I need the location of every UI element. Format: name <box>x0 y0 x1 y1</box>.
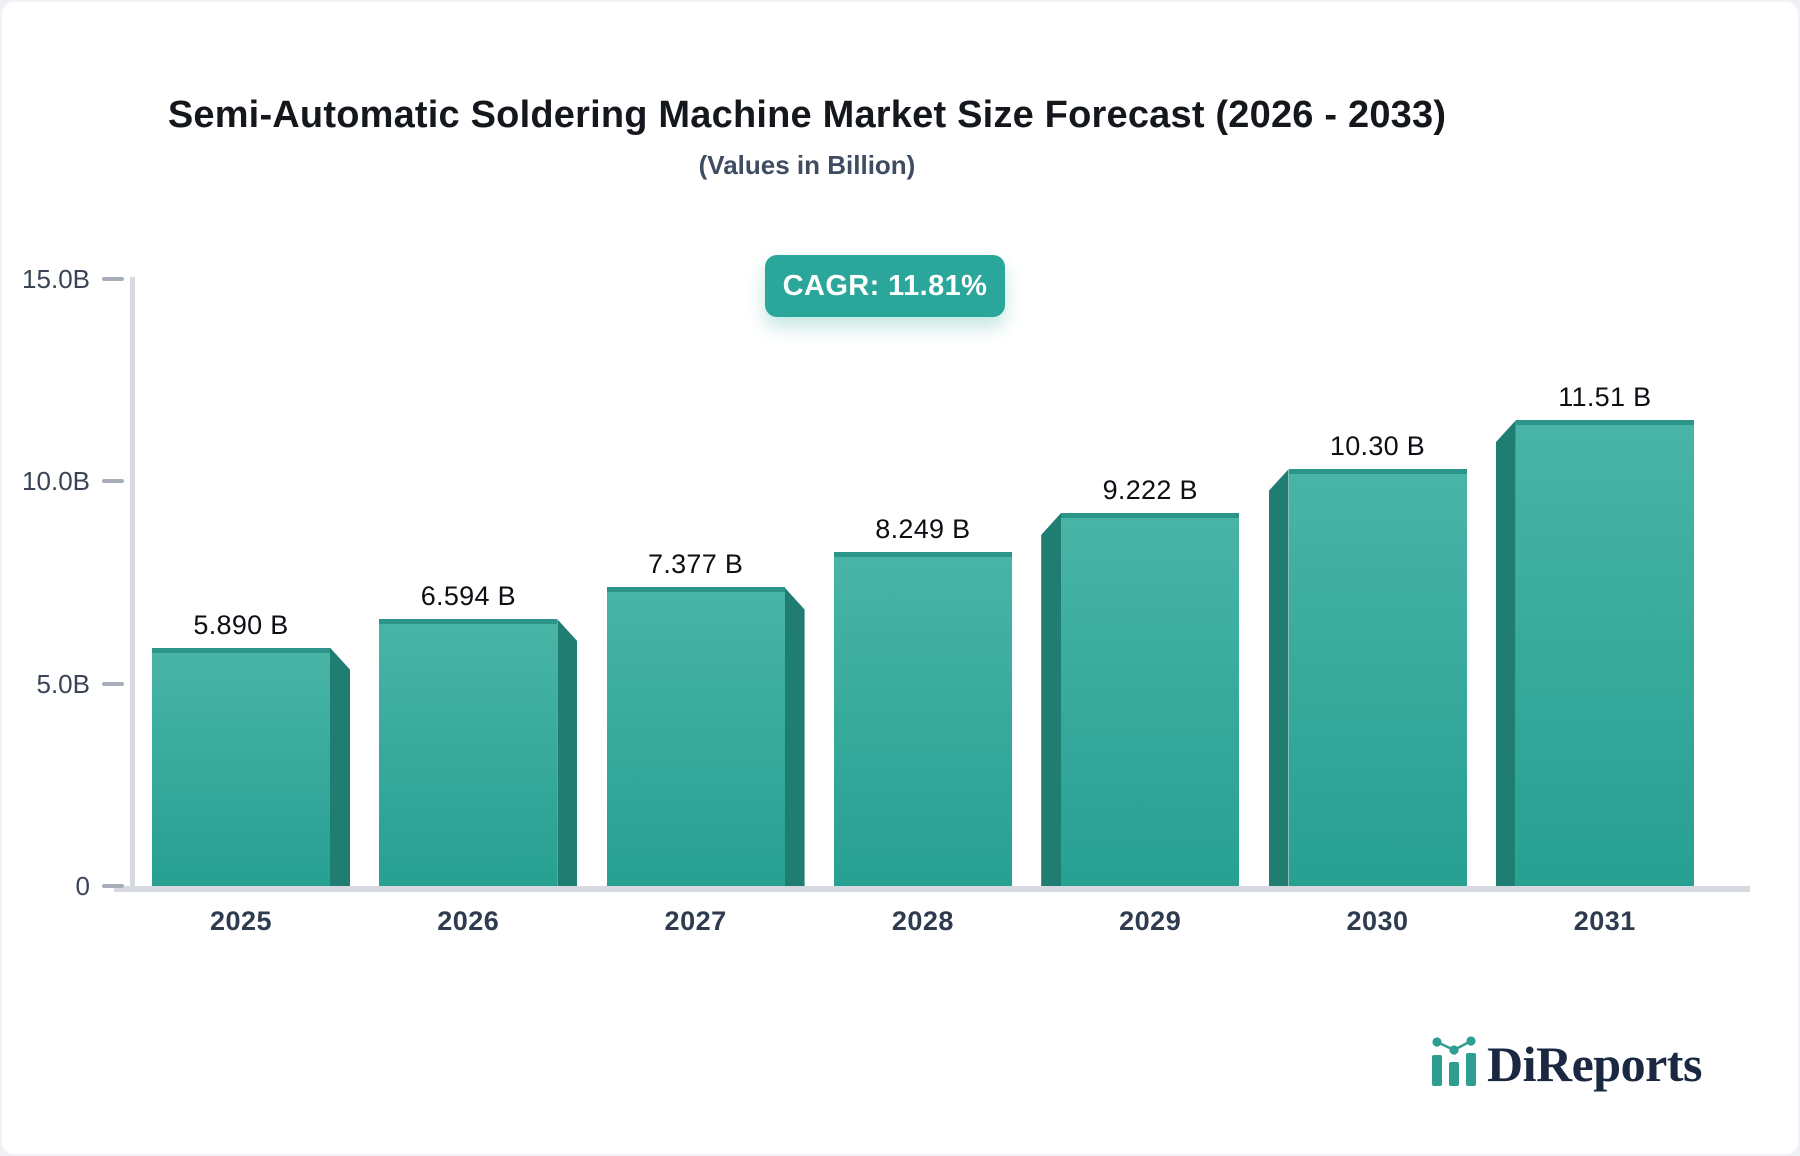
bar-value-label: 10.30 B <box>1329 431 1426 462</box>
bar-value-label: 6.594 B <box>420 581 516 612</box>
y-tick-dash <box>102 277 124 281</box>
bar-face <box>152 647 330 886</box>
cagr-badge-label: CAGR: 11.81% <box>782 269 988 302</box>
y-tick-label: 10.0B <box>22 466 90 497</box>
chart-subtitle: (Values in Billion) <box>698 150 916 180</box>
bar-side-face <box>1268 469 1289 886</box>
y-tick-dash <box>102 681 124 686</box>
x-axis-label: 2030 <box>1346 906 1409 936</box>
direports-logo: DiReports <box>1430 1034 1702 1092</box>
chart-title: Semi-Automatic Soldering Machine Market … <box>167 94 1447 136</box>
bar-face <box>1061 512 1240 886</box>
bar-side-face <box>784 587 805 886</box>
bar-face <box>1288 469 1467 886</box>
direports-logo-text: DiReports <box>1487 1036 1702 1092</box>
y-tick-label: 5.0B <box>36 668 91 699</box>
mini-bar-chart-icon <box>1432 1036 1476 1086</box>
y-tick-label: 15.0B <box>22 264 90 294</box>
bar-face <box>1515 420 1694 886</box>
bar-side-face <box>557 619 578 886</box>
x-axis-label: 2028 <box>891 906 954 936</box>
x-axis-label: 2025 <box>209 906 273 936</box>
bar-value-label: 7.377 B <box>648 549 744 580</box>
x-axis-line <box>114 886 1750 892</box>
bar-side-face <box>1041 512 1062 886</box>
bar-face <box>379 619 558 886</box>
bar-side-face <box>330 647 350 886</box>
y-tick-label: 0 <box>75 871 90 901</box>
x-axis-label: 2026 <box>437 906 500 936</box>
bar-face <box>833 552 1012 886</box>
bar-value-label: 8.249 B <box>875 514 971 545</box>
bar-value-label: 9.222 B <box>1102 474 1198 505</box>
y-tick-dash <box>102 479 124 484</box>
y-tick-dash <box>102 884 124 888</box>
bar-value-label: 5.890 B <box>193 609 289 640</box>
x-axis-label: 2031 <box>1573 906 1636 936</box>
x-axis-label: 2029 <box>1119 906 1182 936</box>
bar-face <box>606 587 785 886</box>
cagr-badge: CAGR: 11.81% <box>765 255 1005 317</box>
x-axis-label: 2027 <box>664 906 727 936</box>
bar-value-label: 11.51 B <box>1558 382 1652 413</box>
bar-side-face <box>1495 420 1516 886</box>
y-axis-line <box>130 277 135 892</box>
